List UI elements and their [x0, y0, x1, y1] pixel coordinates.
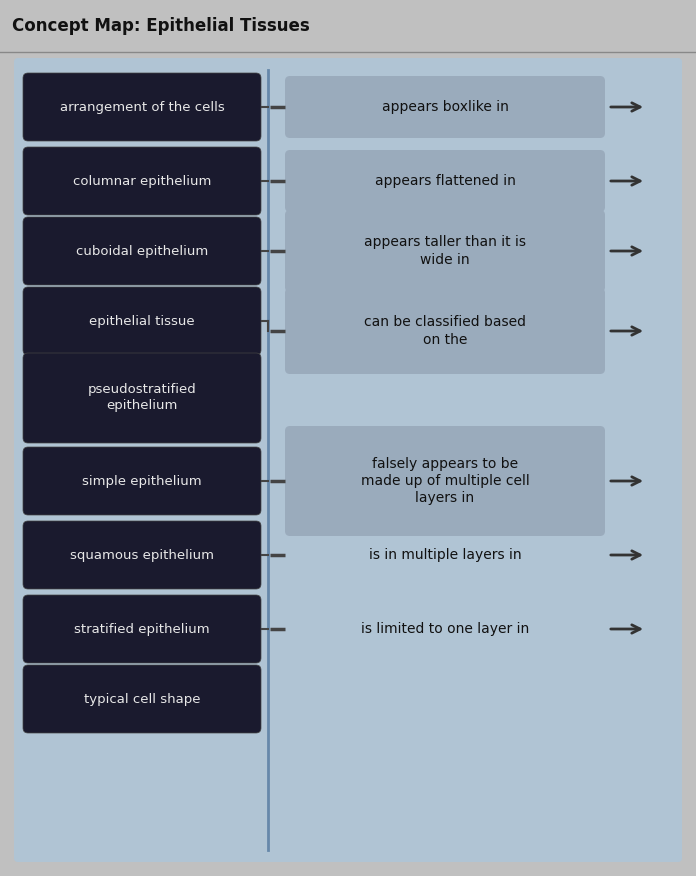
- Text: typical cell shape: typical cell shape: [84, 693, 200, 705]
- Text: stratified epithelium: stratified epithelium: [74, 623, 209, 635]
- Text: appears boxlike in: appears boxlike in: [381, 100, 509, 114]
- FancyBboxPatch shape: [23, 287, 261, 355]
- FancyBboxPatch shape: [23, 147, 261, 215]
- FancyBboxPatch shape: [285, 76, 605, 138]
- Text: appears taller than it is
wide in: appears taller than it is wide in: [364, 236, 526, 266]
- Text: appears flattened in: appears flattened in: [374, 174, 516, 188]
- Text: is limited to one layer in: is limited to one layer in: [361, 622, 529, 636]
- FancyBboxPatch shape: [285, 210, 605, 292]
- FancyBboxPatch shape: [285, 288, 605, 374]
- FancyBboxPatch shape: [285, 150, 605, 212]
- Text: Concept Map: Epithelial Tissues: Concept Map: Epithelial Tissues: [12, 17, 310, 35]
- FancyBboxPatch shape: [23, 73, 261, 141]
- Text: simple epithelium: simple epithelium: [82, 475, 202, 488]
- FancyBboxPatch shape: [285, 426, 605, 536]
- FancyBboxPatch shape: [23, 521, 261, 589]
- Text: falsely appears to be
made up of multiple cell
layers in: falsely appears to be made up of multipl…: [361, 456, 530, 505]
- Text: cuboidal epithelium: cuboidal epithelium: [76, 244, 208, 258]
- FancyBboxPatch shape: [23, 665, 261, 733]
- FancyBboxPatch shape: [23, 595, 261, 663]
- Text: columnar epithelium: columnar epithelium: [73, 174, 211, 187]
- FancyBboxPatch shape: [23, 447, 261, 515]
- Text: can be classified based
on the: can be classified based on the: [364, 315, 526, 347]
- FancyBboxPatch shape: [14, 58, 682, 862]
- FancyBboxPatch shape: [23, 353, 261, 443]
- Text: squamous epithelium: squamous epithelium: [70, 548, 214, 562]
- Text: is in multiple layers in: is in multiple layers in: [369, 548, 521, 562]
- Text: epithelial tissue: epithelial tissue: [89, 314, 195, 328]
- Text: pseudostratified
epithelium: pseudostratified epithelium: [88, 384, 196, 413]
- Text: arrangement of the cells: arrangement of the cells: [60, 101, 224, 114]
- FancyBboxPatch shape: [0, 0, 696, 52]
- FancyBboxPatch shape: [23, 217, 261, 285]
